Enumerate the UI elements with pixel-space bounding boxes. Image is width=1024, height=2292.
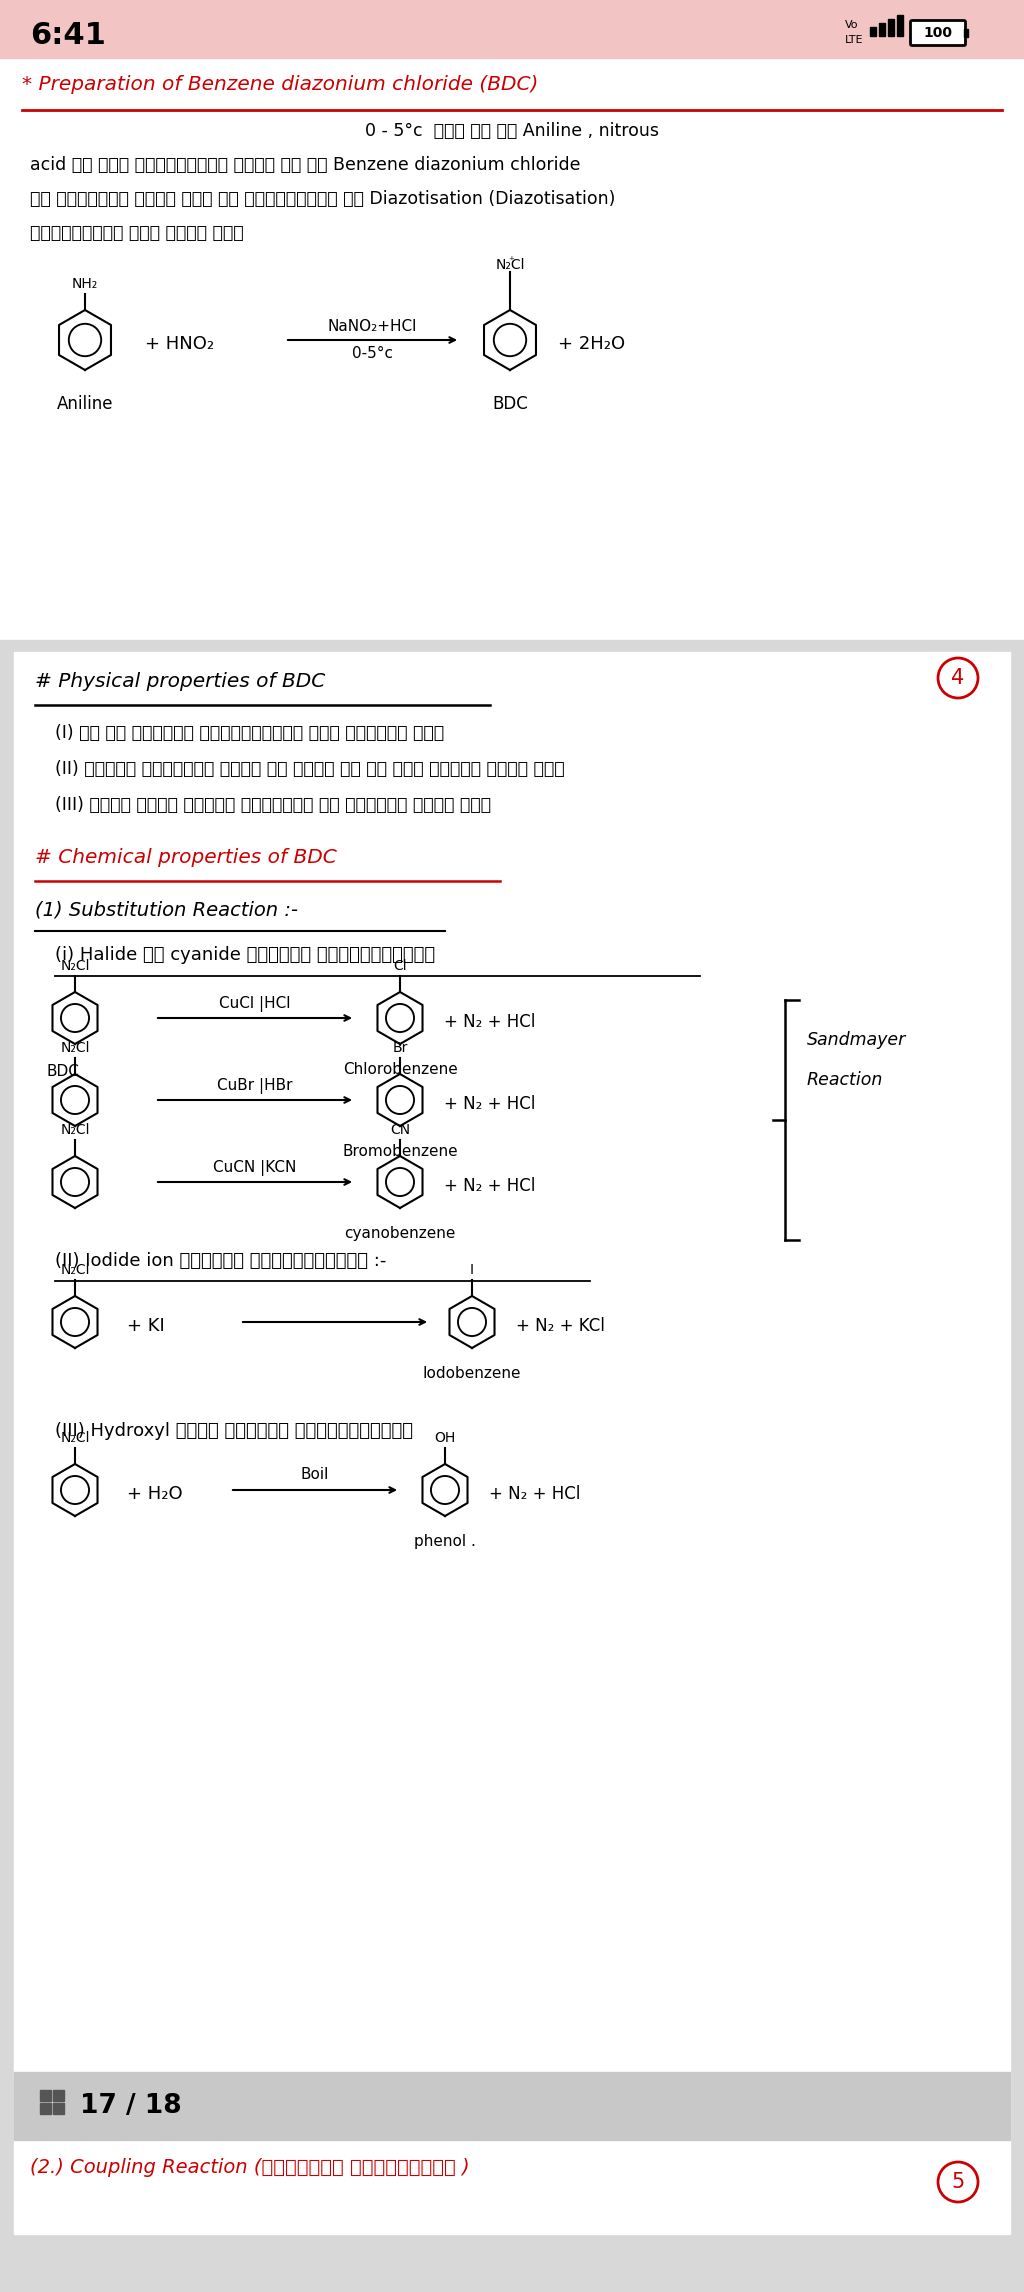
Bar xyxy=(0,57,1024,639)
Text: Bromobenzene: Bromobenzene xyxy=(342,1144,458,1160)
Text: Chlorobenzene: Chlorobenzene xyxy=(343,1061,458,1077)
Text: * Preparation of Benzene diazonium chloride (BDC): * Preparation of Benzene diazonium chlor… xyxy=(22,76,539,94)
Text: OH: OH xyxy=(434,1430,456,1444)
Bar xyxy=(0,0,1024,57)
Text: (II) आयनिक प्रकृति होने के कारण यह जल में विलेय होता है।: (II) आयनिक प्रकृति होने के कारण यह जल मे… xyxy=(55,761,564,777)
Bar xyxy=(40,2104,51,2113)
Text: N₂Cl: N₂Cl xyxy=(60,1041,90,1054)
Text: 100: 100 xyxy=(924,25,952,39)
Text: अभिक्रिया कहा जाता है।: अभिक्रिया कहा जाता है। xyxy=(30,225,244,243)
Text: Sandmayer: Sandmayer xyxy=(807,1031,906,1050)
Bar xyxy=(53,2104,63,2113)
Text: (II) Iodide ion द्वारा प्रतिस्थापन :-: (II) Iodide ion द्वारा प्रतिस्थापन :- xyxy=(55,1251,386,1270)
Bar xyxy=(40,2090,51,2102)
Text: (III) इसके जलीय विलयन विद्युत के सुचालक होते है।: (III) इसके जलीय विलयन विद्युत के सुचालक … xyxy=(55,795,490,814)
Text: का निर्माण होता है। इस अभिक्रिया को Diazotisation (Diazotisation): का निर्माण होता है। इस अभिक्रिया को Diaz… xyxy=(30,190,615,209)
Text: # Physical properties of BDC: # Physical properties of BDC xyxy=(35,672,326,690)
Bar xyxy=(14,651,1010,2235)
Text: (i) Halide या cyanide द्वारा प्रतिस्थापन: (i) Halide या cyanide द्वारा प्रतिस्थापन xyxy=(55,947,435,965)
Text: CuBr |HBr: CuBr |HBr xyxy=(217,1077,293,1093)
Text: + KI: + KI xyxy=(127,1318,165,1334)
Text: ⁺: ⁺ xyxy=(508,257,514,266)
Text: + N₂ + HCl: + N₂ + HCl xyxy=(489,1485,581,1504)
Text: + N₂ + KCl: + N₂ + KCl xyxy=(516,1318,605,1334)
Text: N₂Cl: N₂Cl xyxy=(60,1263,90,1277)
Text: + 2H₂O: + 2H₂O xyxy=(558,335,625,353)
Text: 0 - 5°c  ताप पर जब Aniline , nitrous: 0 - 5°c ताप पर जब Aniline , nitrous xyxy=(365,121,659,140)
Text: (1) Substitution Reaction :-: (1) Substitution Reaction :- xyxy=(35,901,298,919)
Text: (2.) Coupling Reaction (संयुगमन अभिक्रिया ): (2.) Coupling Reaction (संयुगमन अभिक्रिय… xyxy=(30,2159,470,2177)
Text: 4: 4 xyxy=(951,667,965,688)
Text: I: I xyxy=(470,1263,474,1277)
Bar xyxy=(897,16,903,37)
Bar xyxy=(870,28,876,37)
Text: Reaction: Reaction xyxy=(807,1070,884,1089)
Text: NaNO₂+HCl: NaNO₂+HCl xyxy=(328,319,417,335)
Bar xyxy=(0,639,1024,2292)
Text: phenol .: phenol . xyxy=(414,1533,476,1549)
Text: Iodobenzene: Iodobenzene xyxy=(423,1366,521,1382)
Text: N₂Cl: N₂Cl xyxy=(496,259,524,273)
Text: NH₂: NH₂ xyxy=(72,277,98,291)
Bar xyxy=(879,23,885,37)
Text: CuCN |KCN: CuCN |KCN xyxy=(213,1160,297,1176)
Text: acid के साथ अभिक्रिया करता है तो Benzene diazonium chloride: acid के साथ अभिक्रिया करता है तो Benzene… xyxy=(30,156,581,174)
Text: Br: Br xyxy=(392,1041,408,1054)
Text: CN: CN xyxy=(390,1123,410,1137)
Bar xyxy=(964,30,968,37)
Text: N₂Cl: N₂Cl xyxy=(60,1123,90,1137)
Text: 17 / 18: 17 / 18 xyxy=(80,2093,181,2120)
Text: + N₂ + HCl: + N₂ + HCl xyxy=(444,1178,536,1194)
Bar xyxy=(888,18,894,37)
Text: BDC: BDC xyxy=(493,394,528,413)
Bar xyxy=(14,2072,1010,2141)
Text: 0-5°c: 0-5°c xyxy=(352,346,393,362)
Text: # Chemical properties of BDC: # Chemical properties of BDC xyxy=(35,848,337,866)
Bar xyxy=(53,2090,63,2102)
Text: CuCl |HCl: CuCl |HCl xyxy=(219,997,291,1013)
Text: + N₂ + HCl: + N₂ + HCl xyxy=(444,1013,536,1031)
Text: Vo: Vo xyxy=(845,21,858,30)
Text: (III) Hydroxyl समूह द्वारा प्रतिस्थापन: (III) Hydroxyl समूह द्वारा प्रतिस्थापन xyxy=(55,1421,413,1439)
Text: BDC: BDC xyxy=(47,1063,80,1080)
Text: Boil: Boil xyxy=(301,1467,329,1483)
Text: (I) यह एक रंगहीन क्रिस्टलीय ठोस पदार्थ है।: (I) यह एक रंगहीन क्रिस्टलीय ठोस पदार्थ ह… xyxy=(55,724,444,743)
Text: 5: 5 xyxy=(951,2173,965,2191)
Text: LTE: LTE xyxy=(845,34,863,46)
Text: + H₂O: + H₂O xyxy=(127,1485,182,1504)
Text: Aniline: Aniline xyxy=(56,394,114,413)
Text: Cl: Cl xyxy=(393,958,407,974)
Text: N₂Cl: N₂Cl xyxy=(60,1430,90,1444)
Text: + HNO₂: + HNO₂ xyxy=(145,335,214,353)
Text: + N₂ + HCl: + N₂ + HCl xyxy=(444,1096,536,1114)
FancyBboxPatch shape xyxy=(910,21,966,46)
Text: N₂Cl: N₂Cl xyxy=(60,958,90,974)
Text: 6:41: 6:41 xyxy=(30,21,105,50)
Text: cyanobenzene: cyanobenzene xyxy=(344,1226,456,1240)
